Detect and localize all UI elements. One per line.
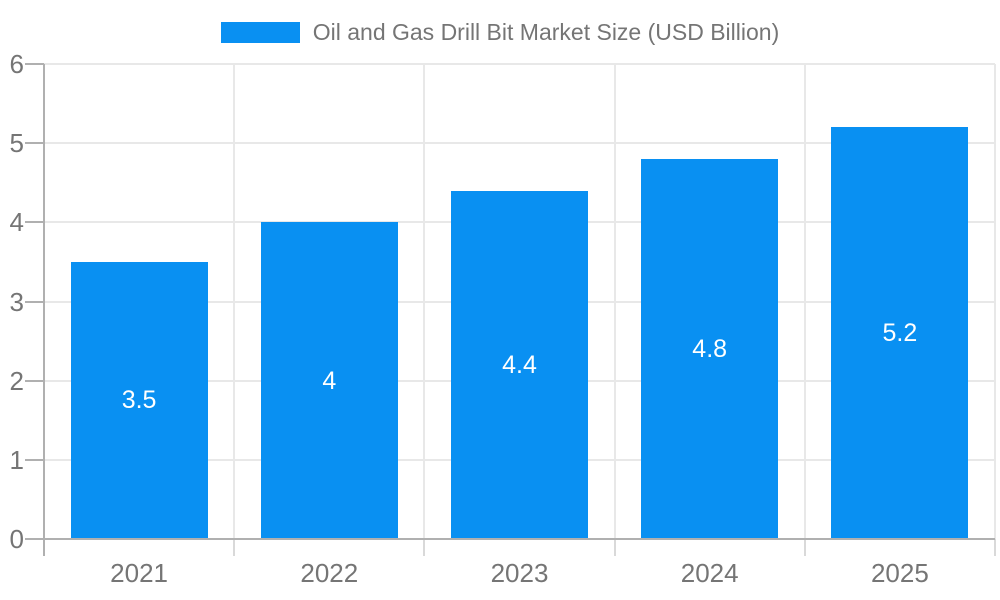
x-axis-tick-label: 2022: [300, 558, 359, 588]
y-gridline: [44, 63, 995, 65]
y-axis-tick-label: 1: [9, 444, 24, 475]
x-gridline: [803, 64, 806, 539]
y-axis-tick-label: 6: [9, 49, 24, 79]
y-axis-tick: [25, 538, 44, 540]
y-axis-tick: [25, 300, 44, 303]
x-axis-tick-label: 2023: [490, 558, 549, 588]
y-gridline: [44, 142, 995, 145]
bar-value-label: 3.5: [121, 386, 157, 415]
bar[interactable]: [831, 127, 969, 539]
x-gridline: [613, 64, 616, 539]
x-axis-tick-label: 2025: [870, 558, 929, 588]
bar-value-label: 4.4: [502, 350, 537, 379]
bar[interactable]: [451, 190, 588, 539]
y-axis-tick: [25, 458, 44, 461]
bar-value-label: 4: [322, 366, 337, 395]
y-axis-tick: [25, 221, 44, 224]
x-axis-tick: [803, 539, 806, 556]
y-axis-tick-label: 3: [9, 286, 24, 317]
x-axis-tick: [233, 539, 236, 556]
legend-swatch: [220, 21, 300, 43]
x-axis-tick-label: 2021: [110, 558, 169, 588]
x-gridline: [423, 64, 426, 539]
y-axis-tick-label: 5: [9, 128, 24, 159]
y-axis-tick-label: 0: [9, 524, 24, 554]
x-axis-tick-label: 2024: [680, 558, 739, 588]
y-axis-tick: [25, 379, 44, 382]
bar[interactable]: [641, 159, 779, 539]
y-axis-line: [43, 64, 45, 556]
x-axis-tick: [994, 539, 996, 556]
x-axis-tick: [613, 539, 616, 556]
x-axis-line: [44, 538, 995, 540]
legend-label: Oil and Gas Drill Bit Market Size (USD B…: [312, 19, 780, 45]
bar[interactable]: [70, 261, 208, 539]
y-axis-tick: [25, 63, 44, 65]
x-gridline: [994, 64, 996, 539]
bar[interactable]: [260, 222, 398, 539]
x-axis-tick: [423, 539, 426, 556]
bar-value-label: 4.8: [692, 335, 728, 363]
y-axis-tick: [25, 142, 44, 145]
bar-value-label: 5.2: [882, 319, 918, 348]
y-axis-tick-label: 2: [9, 365, 24, 396]
y-axis-tick-label: 4: [9, 207, 24, 238]
x-gridline: [233, 64, 236, 539]
chart-legend: Oil and Gas Drill Bit Market Size (USD B…: [0, 19, 1000, 45]
